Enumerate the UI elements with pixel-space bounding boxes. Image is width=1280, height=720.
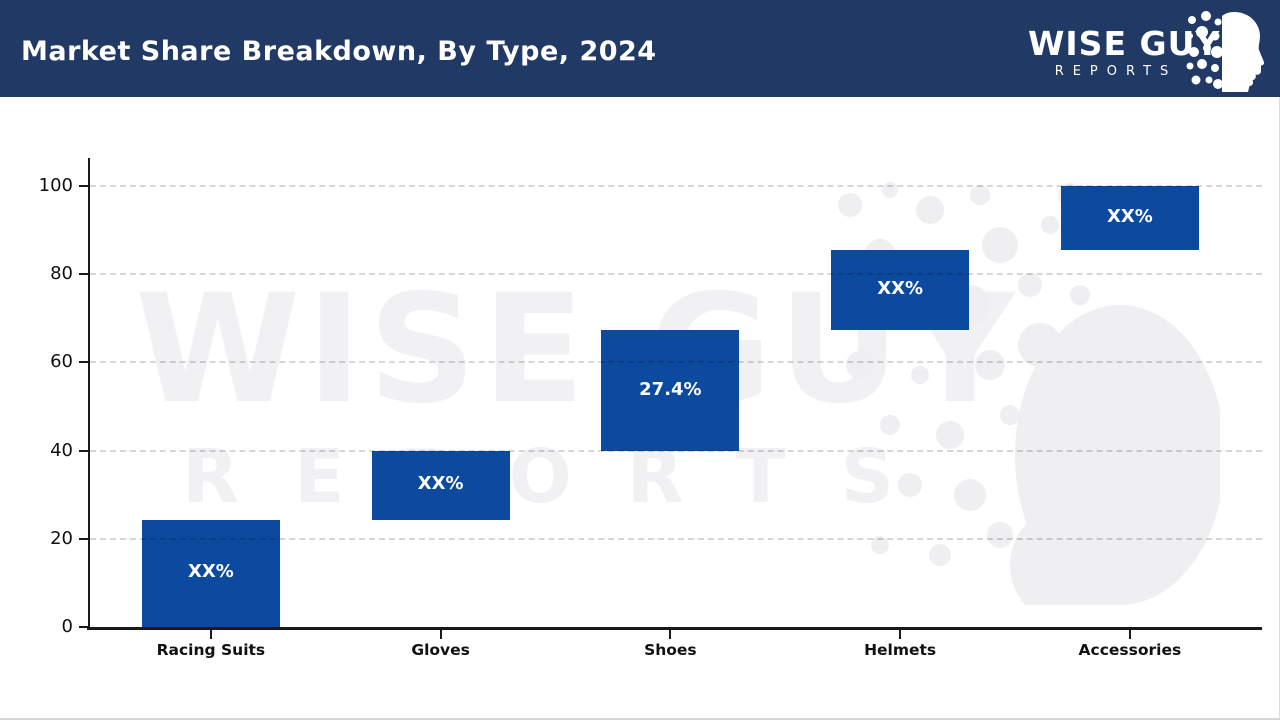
bar-shoes: 27.4% — [601, 330, 740, 452]
logo-text: WISE GUY REPORTS — [1028, 24, 1221, 80]
bar-value-label: XX% — [877, 278, 924, 300]
wise-guy-reports-logo: WISE GUY REPORTS — [1028, 8, 1268, 92]
page-title: Market Share Breakdown, By Type, 2024 — [21, 36, 657, 67]
x-category-label: Accessories — [1078, 641, 1182, 659]
logo-head-icon — [1186, 11, 1265, 92]
y-tick-label-80: 80 — [50, 263, 73, 285]
x-tick-2 — [669, 630, 672, 639]
y-tick-label-0: 0 — [61, 616, 73, 637]
bar-value-label: 27.4% — [639, 378, 702, 400]
y-tick-label-100: 100 — [38, 175, 73, 196]
bar-racing-suits: XX% — [141, 519, 280, 627]
y-tick-20 — [79, 537, 88, 540]
x-tick-1 — [439, 630, 442, 639]
y-tick-label-40: 40 — [50, 439, 73, 461]
y-tick-60 — [79, 361, 88, 364]
x-tick-3 — [899, 630, 902, 639]
logo-subtitle: REPORTS — [1054, 64, 1178, 79]
y-tick-80 — [79, 273, 88, 276]
bar-value-label: XX% — [1106, 205, 1153, 227]
y-tick-40 — [79, 449, 88, 452]
bar-accessories: XX% — [1060, 186, 1199, 250]
y-tick-100 — [79, 185, 88, 187]
logo-wordmark: WISE GUY — [1028, 24, 1221, 63]
x-category-label: Racing Suits — [156, 641, 266, 659]
watermark-dotted-head-graphic — [838, 182, 1220, 605]
x-tick-4 — [1128, 630, 1131, 639]
y-tick-label-60: 60 — [50, 351, 73, 373]
gridline-20 — [90, 537, 1262, 540]
y-tick-label-20: 20 — [50, 527, 73, 549]
x-category-label: Shoes — [644, 641, 697, 659]
watermark-text-reports: REPORTS — [182, 434, 950, 520]
bar-value-label: XX% — [417, 473, 464, 495]
gridline-60 — [90, 361, 1262, 364]
x-tick-0 — [209, 630, 212, 639]
bar-helmets: XX% — [831, 249, 970, 331]
gridline-40 — [90, 449, 1262, 452]
x-category-label: Gloves — [411, 641, 470, 659]
y-axis-line — [88, 158, 90, 629]
bar-gloves: XX% — [371, 451, 510, 520]
gridline-100 — [90, 185, 1262, 187]
y-tick-0 — [79, 626, 88, 628]
header-bar: Market Share Breakdown, By Type, 2024 WI… — [0, 0, 1280, 97]
gridline-80 — [90, 273, 1262, 276]
x-category-label: Helmets — [864, 641, 937, 659]
x-axis-line — [87, 627, 1262, 630]
bar-value-label: XX% — [187, 561, 234, 583]
